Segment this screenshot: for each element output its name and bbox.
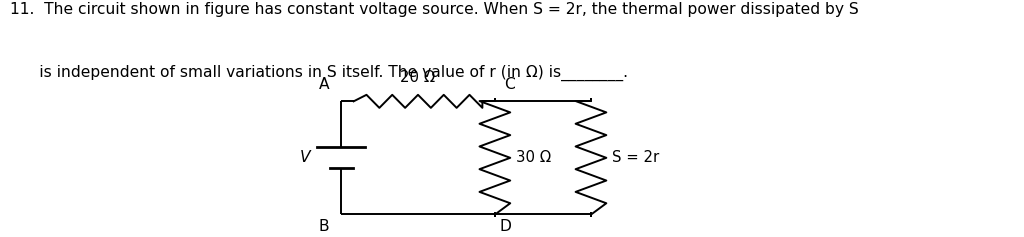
- Text: 11.  The circuit shown in figure has constant voltage source. When S = 2r, the t: 11. The circuit shown in figure has cons…: [9, 2, 858, 17]
- Text: 30 Ω: 30 Ω: [516, 150, 551, 165]
- Text: C: C: [505, 77, 515, 92]
- Text: S = 2r: S = 2r: [612, 150, 659, 165]
- Text: V: V: [300, 150, 310, 165]
- Text: 20 Ω: 20 Ω: [400, 70, 435, 85]
- Text: A: A: [318, 77, 330, 92]
- Text: is independent of small variations in S itself. The value of r (in Ω) is________: is independent of small variations in S …: [9, 65, 628, 82]
- Text: B: B: [318, 219, 330, 234]
- Text: D: D: [500, 219, 512, 234]
